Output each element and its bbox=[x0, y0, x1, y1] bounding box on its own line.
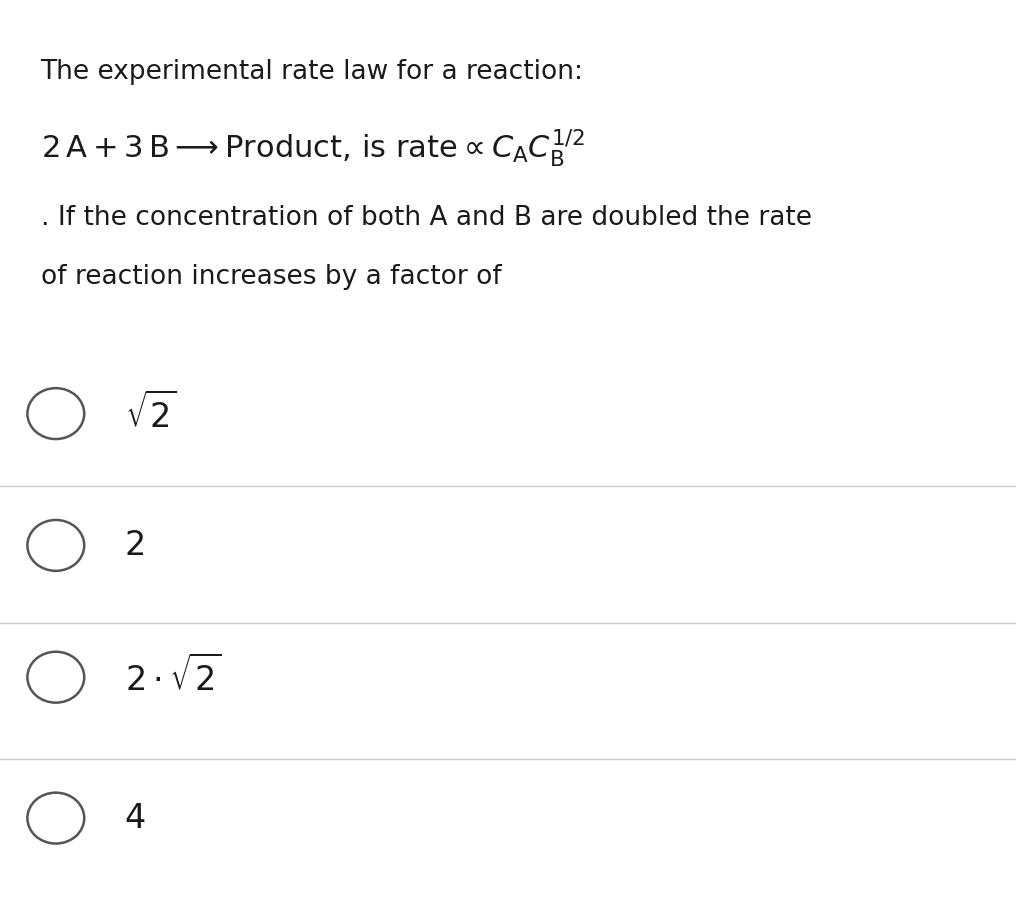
Text: $\sqrt{2}$: $\sqrt{2}$ bbox=[125, 393, 176, 435]
Text: 2: 2 bbox=[125, 529, 146, 562]
Text: of reaction increases by a factor of: of reaction increases by a factor of bbox=[41, 264, 502, 290]
Text: $2 \cdot \sqrt{2}$: $2 \cdot \sqrt{2}$ bbox=[125, 656, 221, 698]
Text: . If the concentration of both A and B are doubled the rate: . If the concentration of both A and B a… bbox=[41, 205, 812, 231]
Text: The experimental rate law for a reaction:: The experimental rate law for a reaction… bbox=[41, 59, 584, 85]
Text: $2\,\mathrm{A} + 3\,\mathrm{B} \longrightarrow \mathrm{Product{,}\ is\ rate} \pr: $2\,\mathrm{A} + 3\,\mathrm{B} \longrigh… bbox=[41, 127, 585, 169]
Text: 4: 4 bbox=[125, 802, 146, 834]
